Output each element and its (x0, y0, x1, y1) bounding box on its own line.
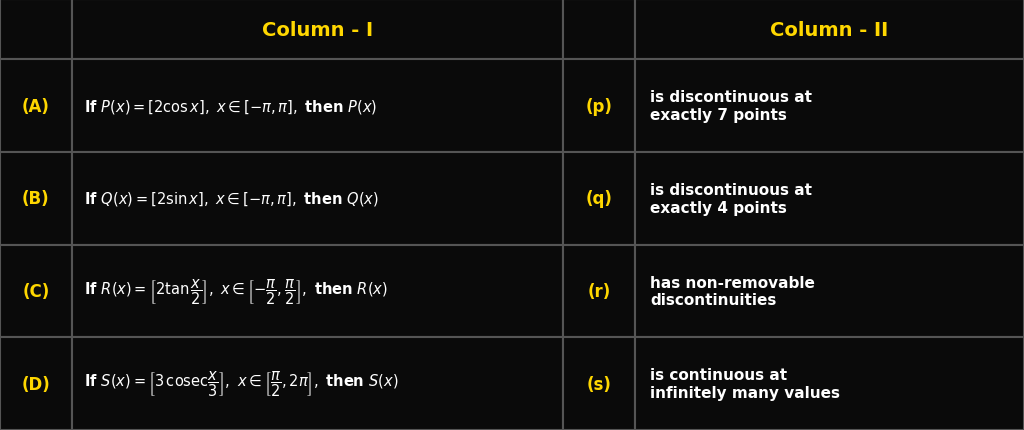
Text: (p): (p) (586, 98, 612, 115)
Bar (0, 60, 72, 153)
Text: is continuous at
infinitely many values: is continuous at infinitely many values (650, 368, 841, 400)
Bar (563, 60, 635, 153)
Text: If $Q(x) = [2\sin x],\ x\in [-\pi,\pi],$ then $Q(x)$: If $Q(x) = [2\sin x],\ x\in [-\pi,\pi],$… (84, 190, 379, 208)
Bar (0, 338, 72, 430)
Bar (635, 338, 1024, 430)
Text: is discontinuous at
exactly 4 points: is discontinuous at exactly 4 points (650, 183, 812, 215)
Text: is discontinuous at
exactly 7 points: is discontinuous at exactly 7 points (650, 90, 812, 123)
Text: (A): (A) (22, 98, 50, 115)
Bar (72, 60, 563, 153)
Bar (72, 338, 563, 430)
Text: has non-removable
discontinuities: has non-removable discontinuities (650, 275, 815, 307)
Bar (0, 0, 72, 60)
Bar (72, 245, 563, 338)
Text: (q): (q) (586, 190, 612, 208)
Bar (72, 0, 563, 60)
Text: (r): (r) (588, 283, 610, 300)
Bar (563, 338, 635, 430)
Bar (563, 153, 635, 245)
Text: If $P(x) = [2\cos x],\ x\in [-\pi,\pi],$ then $P(x)$: If $P(x) = [2\cos x],\ x\in [-\pi,\pi],$… (84, 98, 377, 115)
Text: (C): (C) (23, 283, 49, 300)
Text: (B): (B) (23, 190, 49, 208)
Text: (s): (s) (587, 375, 611, 393)
Bar (635, 153, 1024, 245)
Bar (635, 0, 1024, 60)
Bar (72, 153, 563, 245)
Text: If $S(x) = \left[3\,\mathrm{cosec}\dfrac{x}{3}\right],\ x\in \left[\dfrac{\pi}{2: If $S(x) = \left[3\,\mathrm{cosec}\dfrac… (84, 369, 398, 399)
Text: Column - I: Column - I (262, 21, 373, 40)
Bar (635, 245, 1024, 338)
Bar (563, 0, 635, 60)
Text: Column - II: Column - II (770, 21, 889, 40)
Bar (635, 60, 1024, 153)
Bar (563, 245, 635, 338)
Text: (D): (D) (22, 375, 50, 393)
Bar (0, 245, 72, 338)
Bar (0, 153, 72, 245)
Text: If $R(x) = \left[2\tan\dfrac{x}{2}\right],\ x\in \left[-\dfrac{\pi}{2},\dfrac{\p: If $R(x) = \left[2\tan\dfrac{x}{2}\right… (84, 276, 388, 306)
